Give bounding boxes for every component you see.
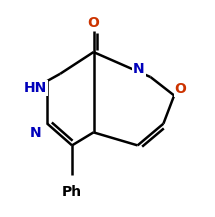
Text: O: O	[175, 82, 187, 96]
Text: Ph: Ph	[62, 185, 82, 199]
Text: O: O	[88, 16, 100, 30]
Text: HN: HN	[24, 81, 47, 95]
Text: N: N	[133, 62, 144, 76]
Text: N: N	[30, 127, 41, 140]
